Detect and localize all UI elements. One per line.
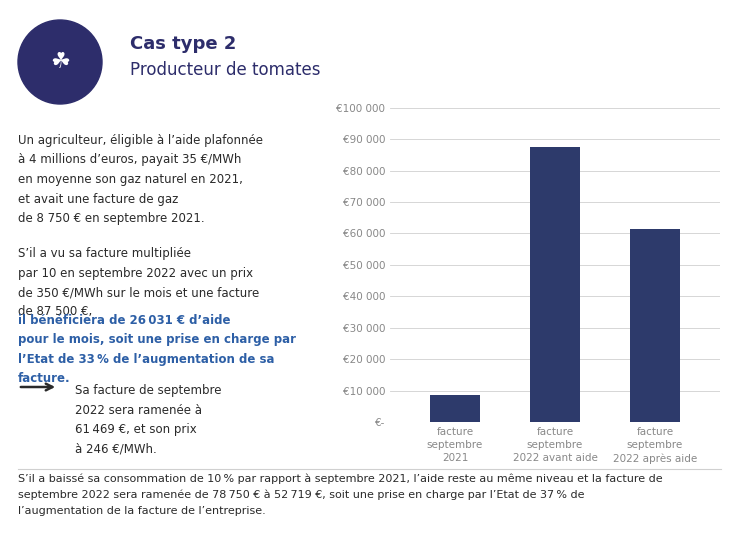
Text: Cas type 2: Cas type 2 (130, 35, 236, 53)
Text: Producteur de tomates: Producteur de tomates (130, 61, 321, 79)
Text: S’il a vu sa facture multipliée
par 10 en septembre 2022 avec un prix
de 350 €/M: S’il a vu sa facture multipliée par 10 e… (18, 247, 259, 319)
Bar (630, 229, 680, 422)
Bar (430, 395, 480, 422)
Text: S’il a baissé sa consommation de 10 % par rapport à septembre 2021, l’aide reste: S’il a baissé sa consommation de 10 % pa… (18, 473, 663, 516)
Text: il bénéficiera de 26 031 € d’aide
pour le mois, soit une prise en charge par
l’E: il bénéficiera de 26 031 € d’aide pour l… (18, 314, 296, 385)
Bar (530, 147, 580, 422)
Text: Un agriculteur, éligible à l’aide plafonnée
à 4 millions d’euros, payait 35 €/MW: Un agriculteur, éligible à l’aide plafon… (18, 134, 263, 225)
Text: ☘: ☘ (50, 52, 70, 72)
Text: Sa facture de septembre
2022 sera ramenée à
61 469 €, et son prix
à 246 €/MWh.: Sa facture de septembre 2022 sera ramené… (75, 384, 222, 455)
